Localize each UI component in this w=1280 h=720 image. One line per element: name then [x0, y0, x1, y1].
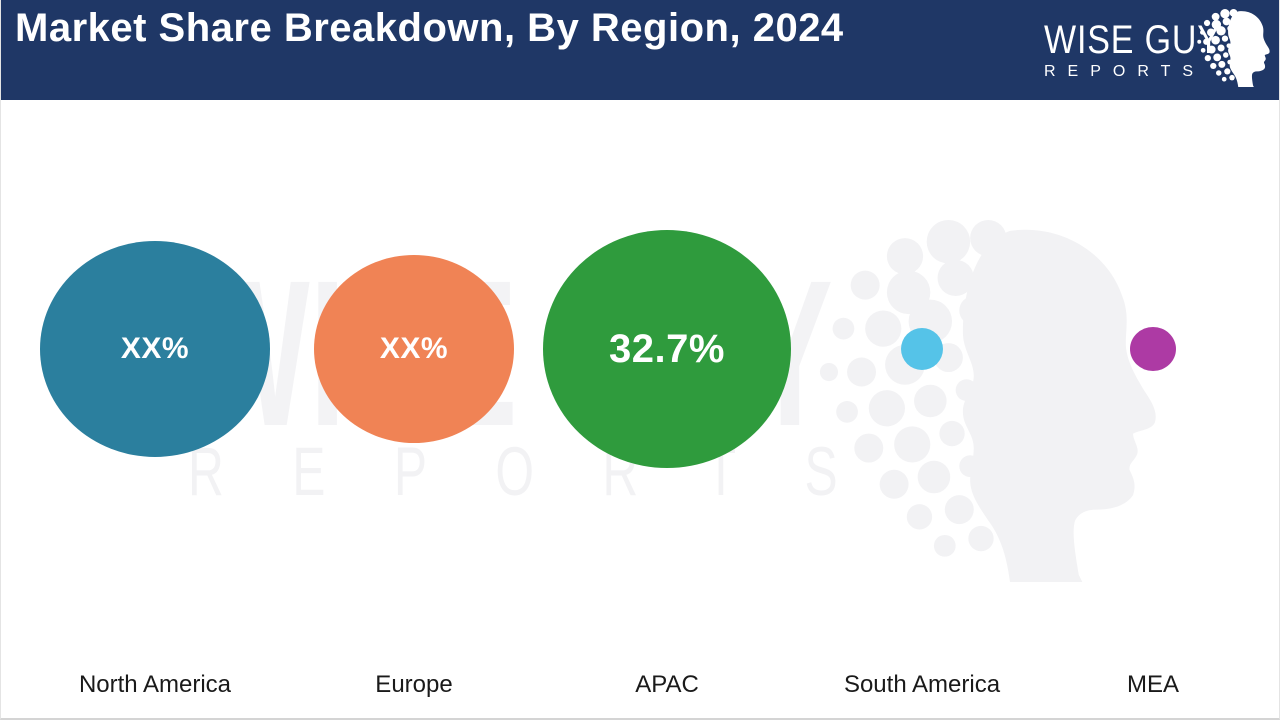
- bubble-europe: XX%: [314, 255, 514, 443]
- bubble-apac: 32.7%: [543, 230, 791, 468]
- category-label-north-america: North America: [78, 671, 232, 698]
- page-title: Market Share Breakdown, By Region, 2024: [15, 6, 844, 50]
- logo-wordmark: WISE GUY: [1044, 18, 1221, 62]
- category-label-europe: Europe: [375, 671, 453, 698]
- wiseguy-logo: WISE GUY REPORTS: [1044, 20, 1252, 81]
- category-label-mea: MEA: [1126, 671, 1180, 698]
- bubble-north-america: XX%: [40, 241, 270, 457]
- header-bar: Market Share Breakdown, By Region, 2024 …: [1, 0, 1279, 100]
- logo-subtext: REPORTS: [1044, 63, 1206, 80]
- category-label-apac: APAC: [635, 671, 699, 698]
- category-label-south-america: South America: [843, 671, 1001, 698]
